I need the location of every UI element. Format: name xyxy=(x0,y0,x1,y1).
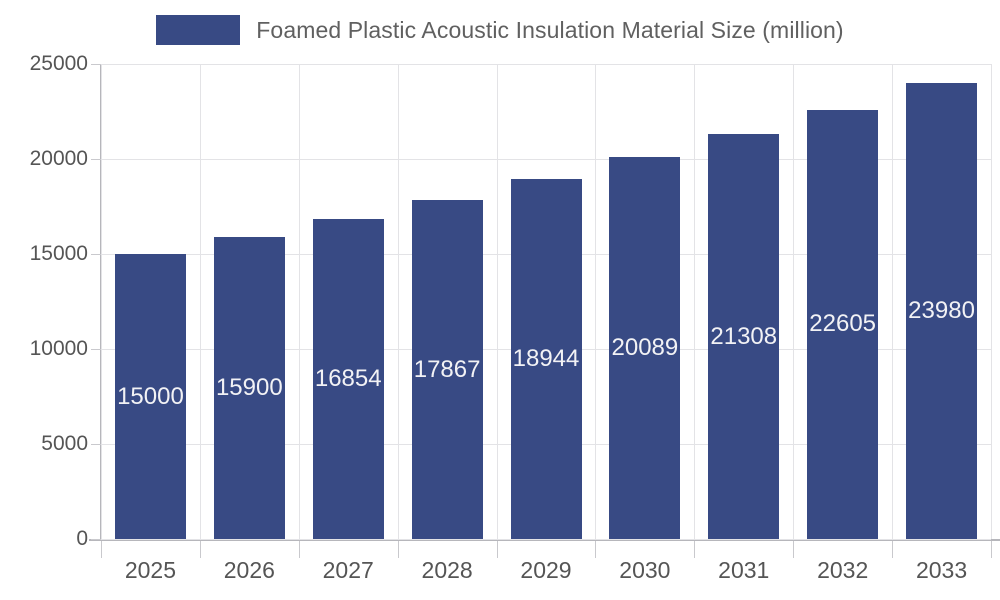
bar[interactable] xyxy=(609,157,680,539)
gridline-vertical xyxy=(694,64,695,539)
legend-color-swatch xyxy=(156,15,241,45)
x-axis-tick-label: 2026 xyxy=(223,557,275,583)
gridline-vertical xyxy=(200,64,201,539)
gridline-vertical xyxy=(991,64,992,539)
gridline-vertical xyxy=(793,64,794,539)
x-axis-tick-mark xyxy=(793,541,794,558)
gridline-vertical xyxy=(892,64,893,539)
bar[interactable] xyxy=(214,236,285,539)
x-axis-tick-mark xyxy=(991,541,992,558)
gridline-horizontal xyxy=(101,539,991,540)
bar[interactable] xyxy=(115,254,186,539)
y-axis-tick-mark xyxy=(91,444,101,445)
y-axis-tick-label: 5000 xyxy=(41,432,88,455)
x-axis-tick-label: 2031 xyxy=(718,557,770,583)
x-axis-tick-mark xyxy=(892,541,893,558)
y-axis-tick-label: 20000 xyxy=(29,147,88,170)
y-axis-tick-mark xyxy=(91,254,101,255)
x-axis-tick-label: 2025 xyxy=(124,557,177,583)
bar[interactable] xyxy=(807,109,878,539)
x-axis-tick-label: 2032 xyxy=(817,557,869,583)
plot-area xyxy=(101,64,992,540)
x-axis-tick-label: 2033 xyxy=(915,557,968,583)
bar[interactable] xyxy=(906,83,977,539)
y-axis-tick-mark xyxy=(91,64,101,65)
y-axis-tick-label: 25000 xyxy=(29,52,88,75)
y-axis-tick-mark xyxy=(91,159,101,160)
bar[interactable] xyxy=(511,179,582,539)
gridline-horizontal xyxy=(101,64,991,65)
x-axis-tick-mark xyxy=(398,541,399,558)
chart-legend: Foamed Plastic Acoustic Insulation Mater… xyxy=(0,10,1000,50)
x-axis-tick-label: 2027 xyxy=(322,557,374,583)
bar[interactable] xyxy=(708,134,779,539)
x-axis-tick-mark xyxy=(694,541,695,558)
y-axis-tick-label: 0 xyxy=(76,527,88,550)
gridline-horizontal xyxy=(101,159,991,160)
bar[interactable] xyxy=(313,218,384,539)
x-axis-line xyxy=(89,539,1000,541)
y-axis-tick-mark xyxy=(91,539,101,540)
y-axis-tick-mark xyxy=(91,349,101,350)
gridline-vertical xyxy=(398,64,399,539)
y-axis-tick-label: 15000 xyxy=(29,242,88,265)
y-axis-tick-label: 10000 xyxy=(29,337,88,360)
legend-label: Foamed Plastic Acoustic Insulation Mater… xyxy=(256,16,844,43)
x-axis-tick-label: 2029 xyxy=(520,557,572,583)
gridline-vertical xyxy=(101,64,102,539)
gridline-vertical xyxy=(299,64,300,539)
gridline-vertical xyxy=(497,64,498,539)
x-axis-tick-mark xyxy=(200,541,201,558)
x-axis-tick-mark xyxy=(101,541,102,558)
x-axis-tick-label: 2030 xyxy=(619,557,671,583)
x-axis-tick-mark xyxy=(595,541,596,558)
x-axis-tick-mark xyxy=(299,541,300,558)
x-axis-tick-label: 2028 xyxy=(421,557,473,583)
x-axis-tick-mark xyxy=(497,541,498,558)
bar[interactable] xyxy=(412,199,483,539)
gridline-vertical xyxy=(595,64,596,539)
